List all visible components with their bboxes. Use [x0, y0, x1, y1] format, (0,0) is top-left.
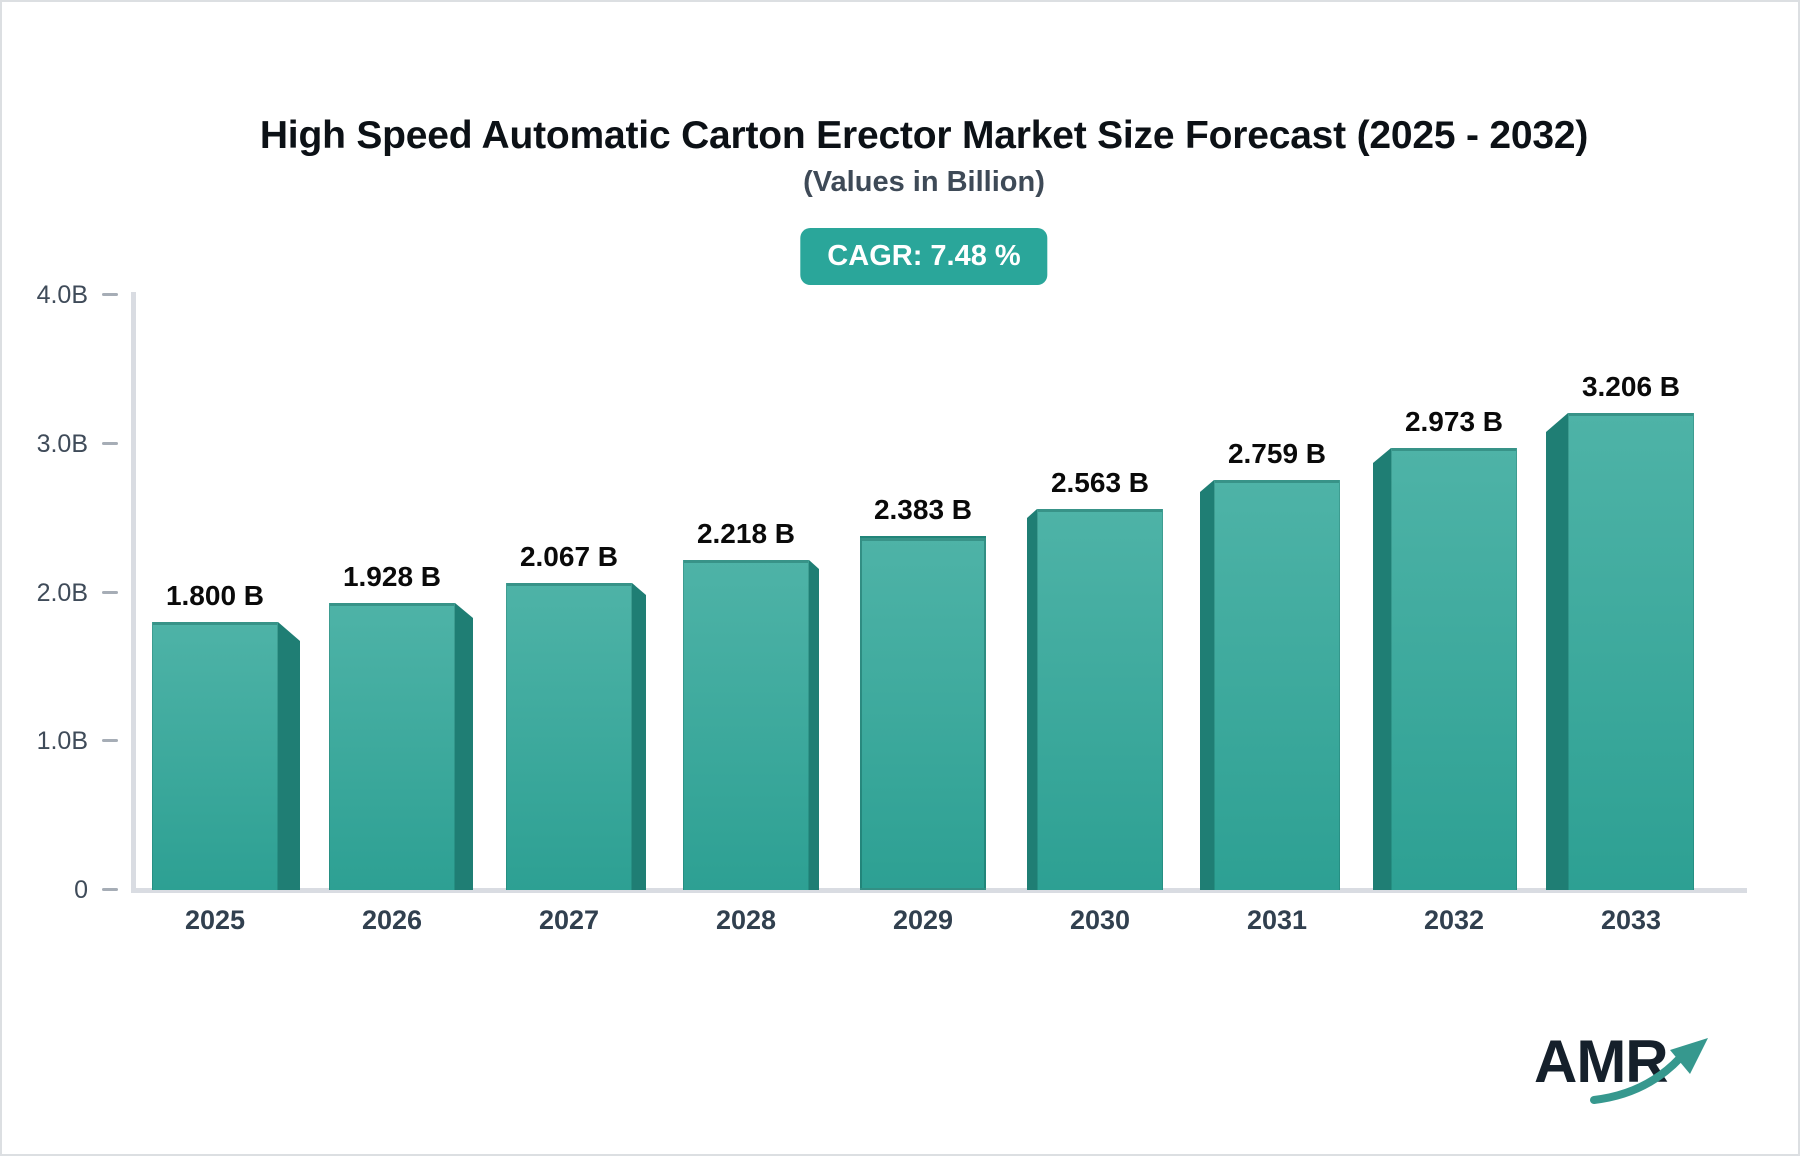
growth-arrow-icon: [1590, 1038, 1708, 1104]
x-axis-label: 2032: [1423, 905, 1485, 935]
x-axis-label: 2025: [184, 905, 246, 935]
chart-title: High Speed Automatic Carton Erector Mark…: [259, 114, 1589, 157]
bar-value-label: 1.928 B: [342, 561, 442, 592]
y-axis-label: 2.0B: [36, 579, 88, 607]
bar-side-face: [278, 622, 300, 890]
x-axis-label: 2026: [361, 905, 423, 935]
bar-side-face: [809, 560, 819, 890]
bar-value-label: 2.973 B: [1404, 406, 1504, 437]
y-axis-label: 1.0B: [36, 727, 88, 755]
bar-value-label: 2.067 B: [519, 541, 619, 572]
bar-2029: [860, 536, 986, 890]
bar-side-face: [455, 603, 473, 890]
y-axis-tick: [102, 888, 118, 891]
bar-side-face: [632, 583, 646, 890]
chart-subtitle: (Values in Billion): [803, 166, 1045, 198]
x-axis-label: 2028: [715, 905, 777, 935]
y-axis-label: 4.0B: [36, 281, 88, 309]
bar-2025: [152, 622, 278, 890]
bar-2028: [683, 560, 809, 890]
y-axis-label: 3.0B: [36, 430, 88, 458]
x-axis-label: 2031: [1246, 905, 1308, 935]
bar-2027: [506, 583, 632, 890]
cagr-badge: CAGR: 7.48 %: [800, 228, 1048, 285]
x-axis-label: 2027: [538, 905, 600, 935]
bar-value-label: 3.206 B: [1581, 371, 1681, 402]
brand-logo: AMR: [1534, 1032, 1709, 1114]
bar-value-label: 2.759 B: [1227, 438, 1327, 469]
x-axis-label: 2030: [1069, 905, 1131, 935]
y-axis-tick: [102, 739, 118, 742]
y-axis-tick: [102, 591, 118, 594]
y-axis-line: [131, 292, 136, 893]
bar-2031: [1214, 480, 1340, 890]
bar-side-face: [1546, 413, 1568, 890]
x-axis-line: [131, 888, 1747, 893]
bar-value-label: 2.563 B: [1050, 467, 1150, 498]
bar-side-face: [1200, 480, 1214, 890]
x-axis-label: 2033: [1600, 905, 1662, 935]
x-axis-label: 2029: [892, 905, 954, 935]
y-axis-label: 0: [74, 876, 88, 904]
y-axis-tick: [102, 442, 118, 445]
bar-2026: [329, 603, 455, 890]
bar-side-face: [1373, 448, 1391, 890]
bar-value-label: 2.218 B: [696, 518, 796, 549]
bar-2030: [1037, 509, 1163, 890]
bar-value-label: 2.383 B: [873, 494, 973, 525]
bar-value-label: 1.800 B: [165, 580, 265, 611]
bar-2032: [1391, 448, 1517, 890]
bar-side-face: [1027, 509, 1037, 890]
bar-2033: [1568, 413, 1694, 890]
y-axis-tick: [102, 293, 118, 296]
